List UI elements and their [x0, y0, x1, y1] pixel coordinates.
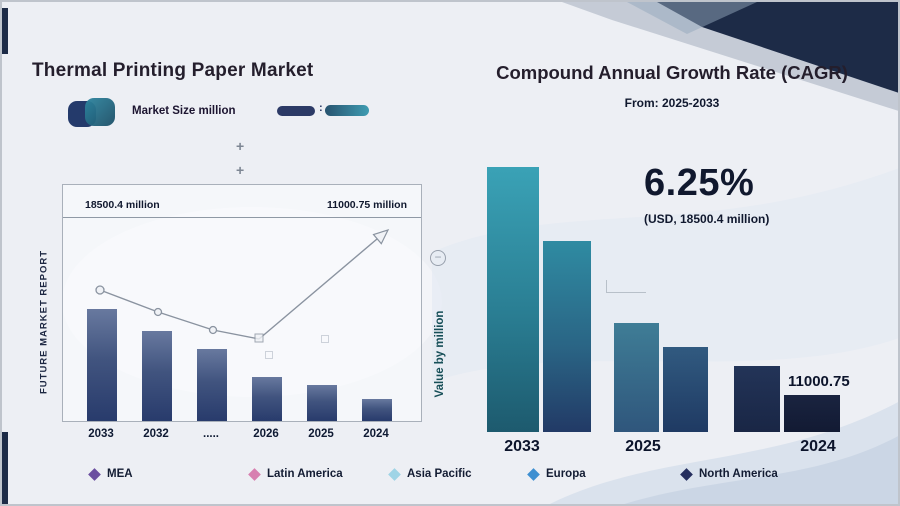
legend-pill-separator: : — [319, 102, 323, 114]
left-bar-series — [63, 185, 421, 421]
left-bar-1 — [87, 309, 117, 421]
legend-item-asia-pacific: Asia Pacific — [388, 467, 472, 481]
value-callout-2024: 11000.75 — [788, 373, 850, 390]
value-by-million-axis-label: Value by million — [434, 310, 446, 398]
right-bar-2024-2 — [784, 395, 840, 432]
legend-diamond-icon — [248, 467, 261, 481]
legend-diamond-icon — [680, 467, 693, 481]
cagr-value: 6.25% — [644, 162, 755, 204]
corner-bracket-decoration — [606, 280, 646, 293]
left-bar-5 — [307, 385, 337, 421]
left-axis-label-4: 2026 — [253, 428, 279, 440]
legend-label: Europa — [546, 468, 586, 480]
legend-label: North America — [699, 468, 778, 480]
ghost-square-icon — [321, 335, 329, 343]
left-bar-3 — [197, 349, 227, 421]
region-legend: MEA Latin America Asia Pacific Europa North … — [2, 467, 898, 490]
right-bar-2024-1 — [734, 366, 780, 432]
left-axis-label-3: ..... — [203, 428, 219, 440]
right-chart-title: Compound Annual Growth Rate (CAGR) — [496, 62, 848, 83]
legend-pill-teal — [325, 105, 369, 116]
legend-label: MEA — [107, 468, 133, 480]
left-bar-2 — [142, 331, 172, 421]
legend-item-mea: MEA — [88, 467, 133, 481]
annotation-left-value: 18500.4 million — [85, 199, 160, 211]
legend-diamond-icon — [388, 467, 401, 481]
left-axis-label-2: 2032 — [143, 428, 169, 440]
legend-item-latin-america: Latin America — [248, 467, 343, 481]
minus-circle-icon: − — [430, 250, 446, 266]
left-axis-label-1: 2033 — [88, 428, 114, 440]
left-axis-labels: 2033 2032..... 2026 2025 2024 — [62, 428, 422, 444]
market-size-icon-teal-shape — [85, 98, 115, 126]
legend-label: Asia Pacific — [407, 468, 472, 480]
ghost-square-icon — [265, 351, 273, 359]
right-axis-label-2033: 2033 — [504, 438, 540, 455]
legend-diamond-icon — [527, 467, 540, 481]
legend-label: Latin America — [267, 468, 343, 480]
right-bar-2025-1 — [614, 323, 659, 432]
right-bar-2033-1 — [487, 167, 539, 432]
left-chart-title: Thermal Printing Paper Market — [32, 60, 314, 81]
legend-pill-navy — [277, 106, 315, 116]
market-size-icon — [68, 98, 122, 130]
trend-arrow — [95, 229, 390, 343]
left-bar-4 — [252, 377, 282, 421]
right-bar-series: 2033 2025 2024 — [472, 152, 872, 455]
plus-icon: + — [236, 162, 245, 178]
future-market-report-label: FUTURE MARKET REPORT — [38, 249, 50, 395]
left-bar-6 — [362, 399, 392, 421]
left-chart-panel: 18500.4 million 11000.75 million — [62, 184, 422, 422]
plus-icon: + — [236, 138, 245, 154]
right-axis-label-2025: 2025 — [625, 438, 661, 455]
market-size-legend-label: Market Size million — [132, 105, 236, 117]
cagr-note: (USD, 18500.4 million) — [644, 212, 770, 226]
right-chart-subtitle: From: 2025-2033 — [624, 96, 720, 110]
left-axis-label-6: 2024 — [363, 428, 389, 440]
legend-item-europa: Europa — [527, 467, 586, 481]
annotation-right-value: 11000.75 million — [327, 199, 407, 211]
right-bar-2025-2 — [663, 347, 708, 432]
legend-diamond-icon — [88, 467, 101, 481]
right-axis-label-2024: 2024 — [800, 438, 836, 455]
left-axis-label-5: 2025 — [308, 428, 334, 440]
left-chart-annotations: 18500.4 million 11000.75 million — [63, 185, 421, 218]
legend-item-north-america: North America — [680, 467, 778, 481]
right-bar-2033-2 — [543, 241, 591, 432]
